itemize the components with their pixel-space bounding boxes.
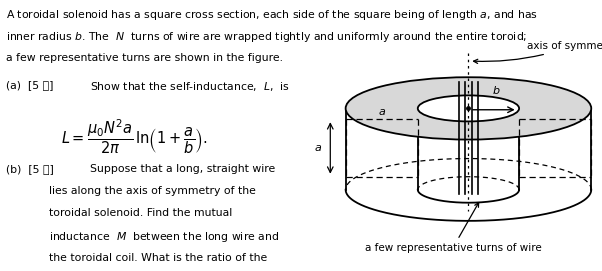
Text: (a)  [5 점]: (a) [5 점]: [6, 80, 54, 90]
Text: inductance  $M$  between the long wire and: inductance $M$ between the long wire and: [49, 230, 279, 244]
Text: a few representative turns of wire: a few representative turns of wire: [365, 203, 541, 253]
Text: $a$: $a$: [314, 143, 322, 153]
Text: toroidal solenoid. Find the mutual: toroidal solenoid. Find the mutual: [49, 208, 232, 218]
Ellipse shape: [346, 77, 591, 140]
Text: lies along the axis of symmetry of the: lies along the axis of symmetry of the: [49, 186, 256, 196]
Text: Suppose that a long, straight wire: Suppose that a long, straight wire: [90, 164, 276, 174]
Text: A toroidal solenoid has a square cross section, each side of the square being of: A toroidal solenoid has a square cross s…: [6, 8, 538, 22]
Text: $L = \dfrac{\mu_0 N^2 a}{2\pi}\,\ln\!\left(1+\dfrac{a}{b}\right).$: $L = \dfrac{\mu_0 N^2 a}{2\pi}\,\ln\!\le…: [61, 118, 208, 156]
Text: (b)  [5 점]: (b) [5 점]: [6, 164, 54, 174]
Text: Show that the self-inductance,  $L$,  is: Show that the self-inductance, $L$, is: [90, 80, 290, 93]
Text: axis of symmetry: axis of symmetry: [474, 41, 602, 63]
Text: the toroidal coil. What is the ratio of the: the toroidal coil. What is the ratio of …: [49, 253, 267, 263]
Text: a few representative turns are shown in the figure.: a few representative turns are shown in …: [6, 53, 283, 63]
Text: inner radius $b$. The  $N$  turns of wire are wrapped tightly and uniformly arou: inner radius $b$. The $N$ turns of wire …: [6, 30, 527, 44]
Ellipse shape: [418, 95, 519, 121]
Text: $a$: $a$: [379, 107, 386, 117]
Text: $b$: $b$: [492, 84, 501, 96]
